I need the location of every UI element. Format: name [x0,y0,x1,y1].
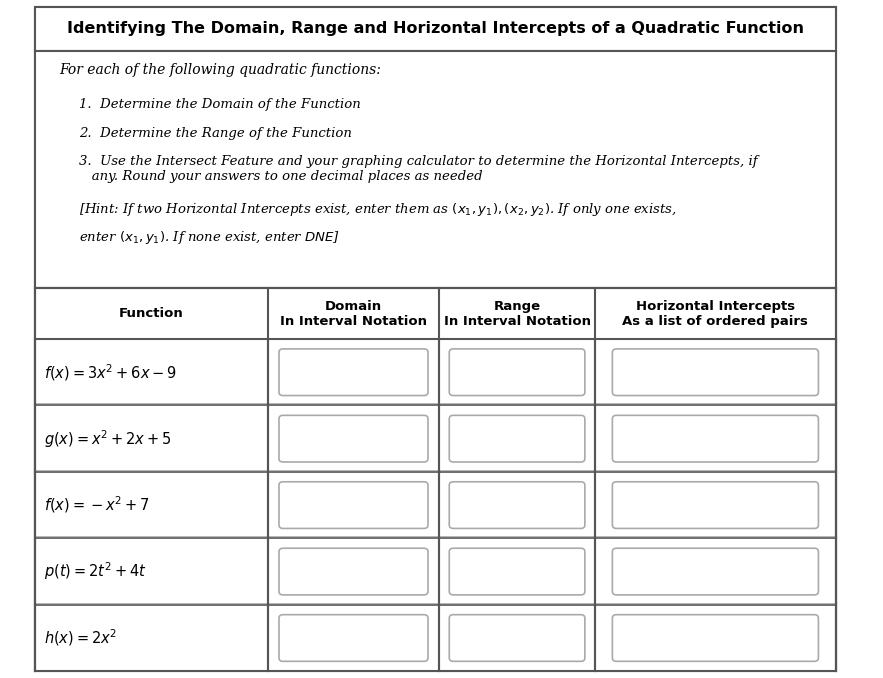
Text: Horizontal Intercepts
As a list of ordered pairs: Horizontal Intercepts As a list of order… [623,300,808,327]
Text: For each of the following quadratic functions:: For each of the following quadratic func… [59,63,381,77]
FancyBboxPatch shape [449,416,585,462]
FancyBboxPatch shape [279,482,428,528]
Text: Identifying The Domain, Range and Horizontal Intercepts of a Quadratic Function: Identifying The Domain, Range and Horizo… [67,21,804,37]
Text: 3.  Use the Intersect Feature and your graphing calculator to determine the Hori: 3. Use the Intersect Feature and your gr… [79,155,758,183]
FancyBboxPatch shape [34,7,836,671]
Text: $p(t) = 2t^2 + 4t$: $p(t) = 2t^2 + 4t$ [44,561,147,582]
Text: 2.  Determine the Range of the Function: 2. Determine the Range of the Function [79,127,352,140]
Text: [Hint: If two Horizontal Intercepts exist, enter them as $(x_1, y_1), (x_2, y_2): [Hint: If two Horizontal Intercepts exis… [79,201,677,218]
Text: 1.  Determine the Domain of the Function: 1. Determine the Domain of the Function [79,98,361,111]
Text: enter $(x_1, y_1)$. If none exist, enter $DNE$]: enter $(x_1, y_1)$. If none exist, enter… [79,229,341,246]
Text: Range
In Interval Notation: Range In Interval Notation [443,300,591,327]
Text: $h(x) = 2x^2$: $h(x) = 2x^2$ [44,628,117,648]
Text: $g(x) = x^2 + 2x + 5$: $g(x) = x^2 + 2x + 5$ [44,428,172,450]
FancyBboxPatch shape [613,349,819,395]
FancyBboxPatch shape [279,416,428,462]
Text: Function: Function [118,307,184,320]
FancyBboxPatch shape [34,7,836,51]
FancyBboxPatch shape [449,482,585,528]
FancyBboxPatch shape [613,615,819,661]
FancyBboxPatch shape [279,615,428,661]
FancyBboxPatch shape [613,482,819,528]
FancyBboxPatch shape [34,288,836,671]
FancyBboxPatch shape [279,349,428,395]
FancyBboxPatch shape [449,615,585,661]
FancyBboxPatch shape [279,549,428,595]
Text: $f(x) = 3x^2 + 6x - 9$: $f(x) = 3x^2 + 6x - 9$ [44,362,177,382]
FancyBboxPatch shape [449,549,585,595]
FancyBboxPatch shape [34,51,836,288]
Text: Domain
In Interval Notation: Domain In Interval Notation [280,300,427,327]
FancyBboxPatch shape [449,349,585,395]
Text: $f(x) = -x^2 + 7$: $f(x) = -x^2 + 7$ [44,495,150,515]
FancyBboxPatch shape [613,549,819,595]
FancyBboxPatch shape [613,416,819,462]
